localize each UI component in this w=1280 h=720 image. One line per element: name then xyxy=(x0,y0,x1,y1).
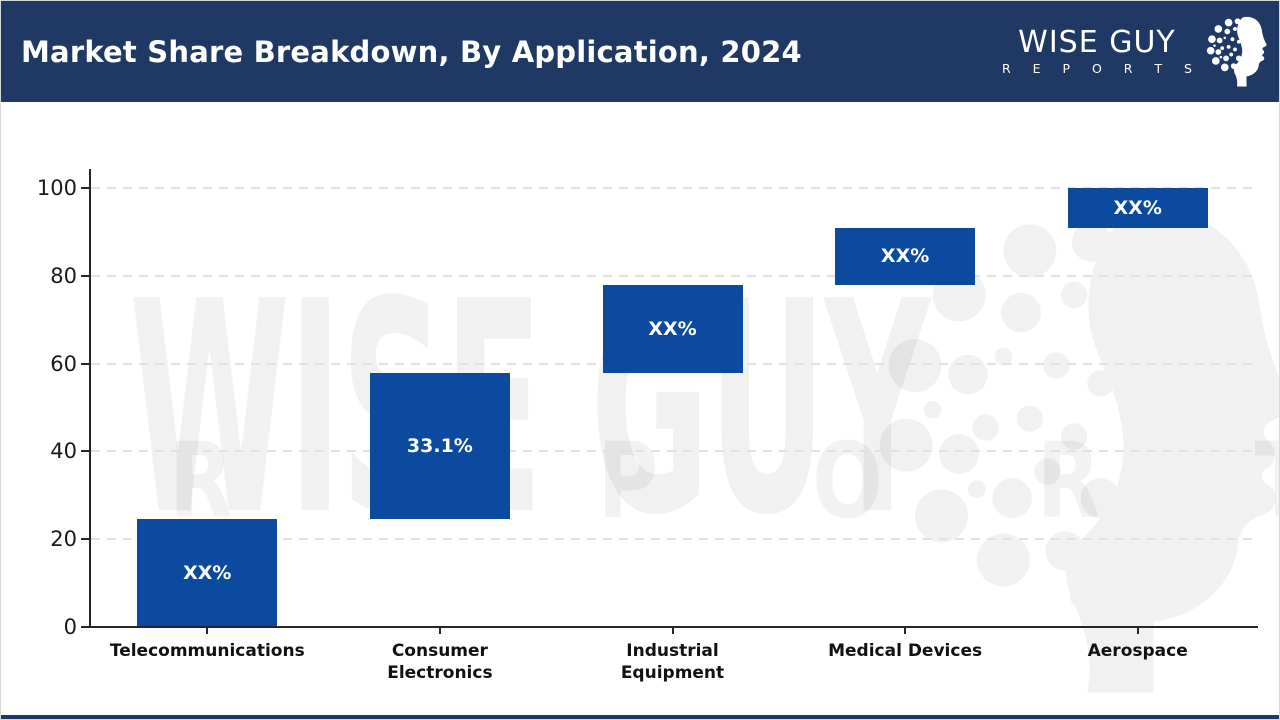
bar-value-label: XX% xyxy=(648,318,697,341)
y-tick-label-20: 20 xyxy=(50,527,77,552)
y-tick-80 xyxy=(81,274,89,277)
x-category-label-consumer-electronics: Consumer Electronics xyxy=(387,641,493,684)
x-axis-line xyxy=(89,626,1258,628)
y-tick-0 xyxy=(81,626,89,628)
page-title: Market Share Breakdown, By Application, … xyxy=(21,34,802,69)
gridline-40 xyxy=(91,450,1254,453)
bar-value-label: 33.1% xyxy=(406,434,473,457)
bar-aerospace: XX% xyxy=(1067,188,1208,228)
y-tick-100 xyxy=(81,187,89,189)
gridline-100 xyxy=(91,187,1254,189)
bar-consumer-electronics: 33.1% xyxy=(369,373,510,519)
bar-medical-devices: XX% xyxy=(835,227,976,285)
gridline-80 xyxy=(91,274,1254,277)
x-tick-industrial-equipment xyxy=(671,627,674,634)
y-tick-label-100: 100 xyxy=(36,176,77,200)
x-tick-consumer-electronics xyxy=(438,627,441,634)
brand-text: WISE GUY R E P O R T S xyxy=(993,27,1201,76)
wiseguy-head-icon xyxy=(1206,16,1267,87)
bar-value-label: XX% xyxy=(1113,196,1162,219)
x-category-label-industrial-equipment: Industrial Equipment xyxy=(620,641,725,684)
bar-telecommunications: XX% xyxy=(137,518,278,627)
y-tick-60 xyxy=(81,362,89,365)
y-axis-line xyxy=(89,169,91,628)
footer-bar xyxy=(1,715,1279,719)
x-category-label-medical-devices: Medical Devices xyxy=(828,641,983,661)
bar-industrial-equipment: XX% xyxy=(602,285,743,374)
bar-value-label: XX% xyxy=(183,561,232,584)
x-tick-aerospace xyxy=(1136,627,1139,634)
y-tick-label-0: 0 xyxy=(63,615,77,639)
y-tick-label-60: 60 xyxy=(50,351,77,376)
brand-logo: WISE GUY R E P O R T S xyxy=(993,11,1267,93)
y-tick-20 xyxy=(81,538,89,541)
header-bar: Market Share Breakdown, By Application, … xyxy=(1,1,1279,102)
y-tick-label-40: 40 xyxy=(50,439,77,464)
x-tick-telecommunications xyxy=(206,627,209,634)
y-tick-label-80: 80 xyxy=(50,263,77,288)
watermark-wiseguy-text: WISE GUY xyxy=(129,239,930,579)
x-category-label-aerospace: Aerospace xyxy=(1087,641,1188,661)
x-tick-medical-devices xyxy=(904,627,907,634)
brand-name: WISE GUY xyxy=(1018,25,1176,61)
x-category-label-telecommunications: Telecommunications xyxy=(109,641,305,661)
brand-subtitle: R E P O R T S xyxy=(1001,60,1201,76)
y-tick-40 xyxy=(81,450,89,453)
bar-value-label: XX% xyxy=(880,245,930,268)
gridline-20 xyxy=(91,538,1254,541)
